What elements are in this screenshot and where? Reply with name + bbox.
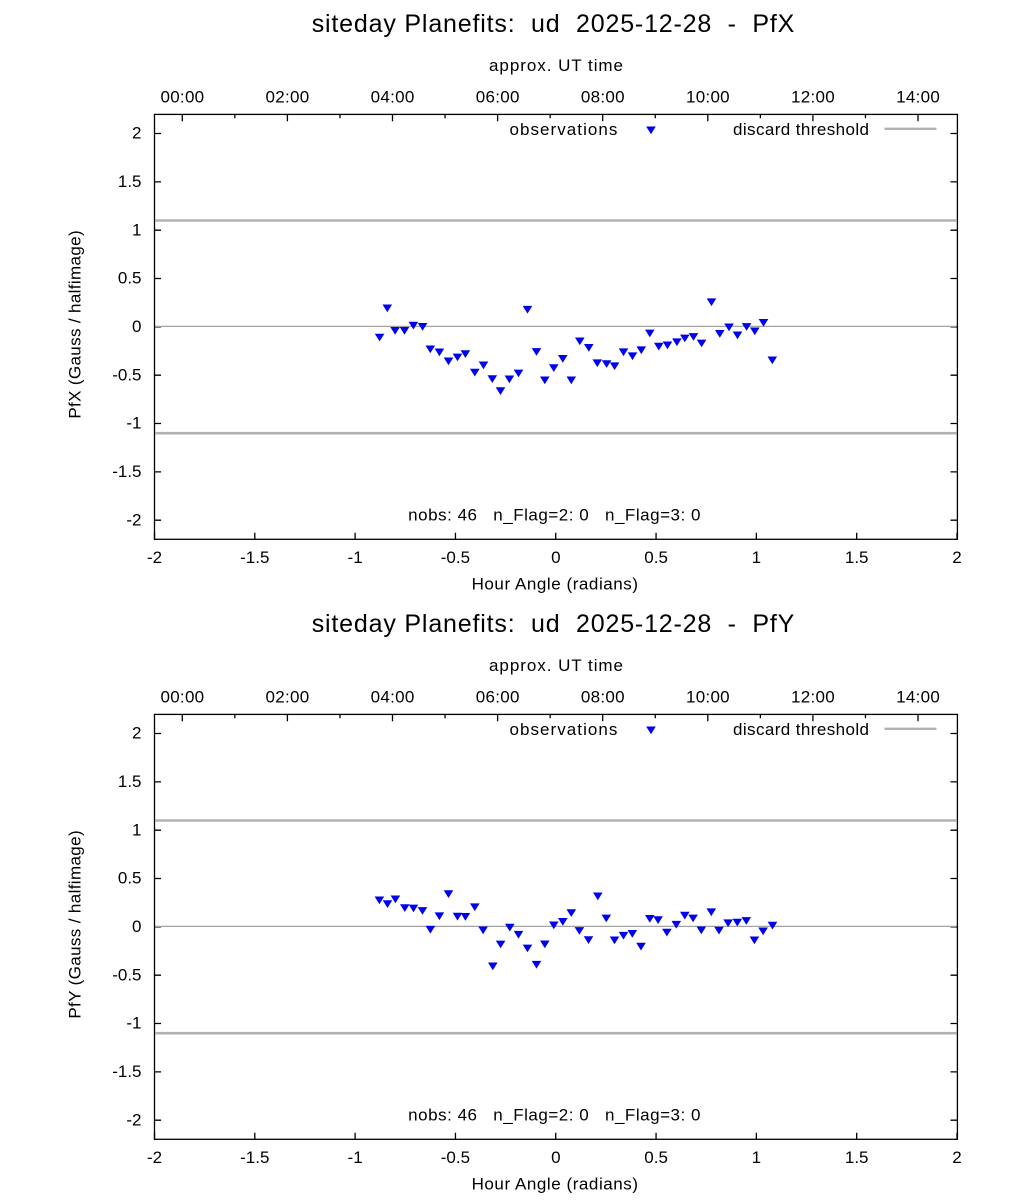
svg-text:Hour Angle (radians): Hour Angle (radians) [472,1175,638,1194]
svg-text:1: 1 [752,548,761,567]
svg-text:nobs: 46 n_Flag=2: 0 n_Fla: nobs: 46 n_Flag=2: 0 n_Flag=3: 0 [408,506,700,525]
svg-text:0.5: 0.5 [118,269,142,288]
svg-text:-1.5: -1.5 [240,548,269,567]
svg-text:-1.5: -1.5 [240,1148,269,1167]
svg-text:-2: -2 [126,510,141,529]
svg-text:discard threshold: discard threshold [733,120,869,139]
svg-text:08:00: 08:00 [581,688,625,707]
svg-text:08:00: 08:00 [581,88,625,107]
svg-text:nobs: 46 n_Flag=2: 0 n_Fla: nobs: 46 n_Flag=2: 0 n_Flag=3: 0 [408,1106,700,1125]
svg-text:0: 0 [132,917,141,936]
svg-text:-2: -2 [147,1148,162,1167]
svg-text:0: 0 [551,1148,560,1167]
svg-text:12:00: 12:00 [791,688,835,707]
svg-text:14:00: 14:00 [896,88,940,107]
svg-text:2: 2 [952,548,961,567]
svg-text:06:00: 06:00 [476,88,520,107]
svg-text:-1.5: -1.5 [112,462,141,481]
svg-text:-0.5: -0.5 [112,965,141,984]
svg-text:2: 2 [132,724,141,743]
svg-text:0: 0 [132,317,141,336]
svg-text:00:00: 00:00 [160,88,204,107]
svg-text:-0.5: -0.5 [441,548,470,567]
svg-text:06:00: 06:00 [476,688,520,707]
svg-text:-1: -1 [348,548,363,567]
svg-text:approx. UT time: approx. UT time [489,656,623,675]
svg-text:2: 2 [952,1148,961,1167]
svg-text:1.5: 1.5 [118,172,142,191]
svg-text:discard threshold: discard threshold [733,720,869,739]
svg-text:0: 0 [551,548,560,567]
svg-text:0.5: 0.5 [644,1148,668,1167]
svg-text:1: 1 [132,820,141,839]
svg-text:0.5: 0.5 [644,548,668,567]
svg-text:0.5: 0.5 [118,869,142,888]
svg-text:siteday Planefits: ud 2025-1: siteday Planefits: ud 2025-12-28 - PfX [312,10,795,38]
svg-text:observations: observations [510,720,618,739]
svg-text:approx. UT time: approx. UT time [489,56,623,75]
svg-text:02:00: 02:00 [266,88,310,107]
svg-text:14:00: 14:00 [896,688,940,707]
svg-text:1.5: 1.5 [118,772,142,791]
svg-text:-1: -1 [126,414,141,433]
svg-text:PfX (Gauss / halfimage): PfX (Gauss / halfimage) [66,230,85,418]
svg-text:siteday Planefits: ud 2025-1: siteday Planefits: ud 2025-12-28 - PfY [312,610,795,638]
svg-text:-1: -1 [126,1014,141,1033]
svg-text:-1: -1 [348,1148,363,1167]
svg-text:00:00: 00:00 [160,688,204,707]
svg-text:04:00: 04:00 [371,688,415,707]
svg-text:Hour Angle (radians): Hour Angle (radians) [472,575,638,594]
svg-text:2: 2 [132,124,141,143]
svg-text:10:00: 10:00 [686,688,730,707]
svg-text:-0.5: -0.5 [441,1148,470,1167]
svg-text:observations: observations [510,120,618,139]
svg-text:12:00: 12:00 [791,88,835,107]
svg-text:-0.5: -0.5 [112,365,141,384]
svg-text:-1.5: -1.5 [112,1062,141,1081]
svg-text:1.5: 1.5 [845,548,869,567]
svg-text:1: 1 [132,220,141,239]
svg-text:-2: -2 [126,1110,141,1129]
svg-text:02:00: 02:00 [266,688,310,707]
svg-text:1: 1 [752,1148,761,1167]
svg-text:1.5: 1.5 [845,1148,869,1167]
svg-text:04:00: 04:00 [371,88,415,107]
svg-text:10:00: 10:00 [686,88,730,107]
svg-text:PfY (Gauss / halfimage): PfY (Gauss / halfimage) [66,830,85,1018]
svg-text:-2: -2 [147,548,162,567]
